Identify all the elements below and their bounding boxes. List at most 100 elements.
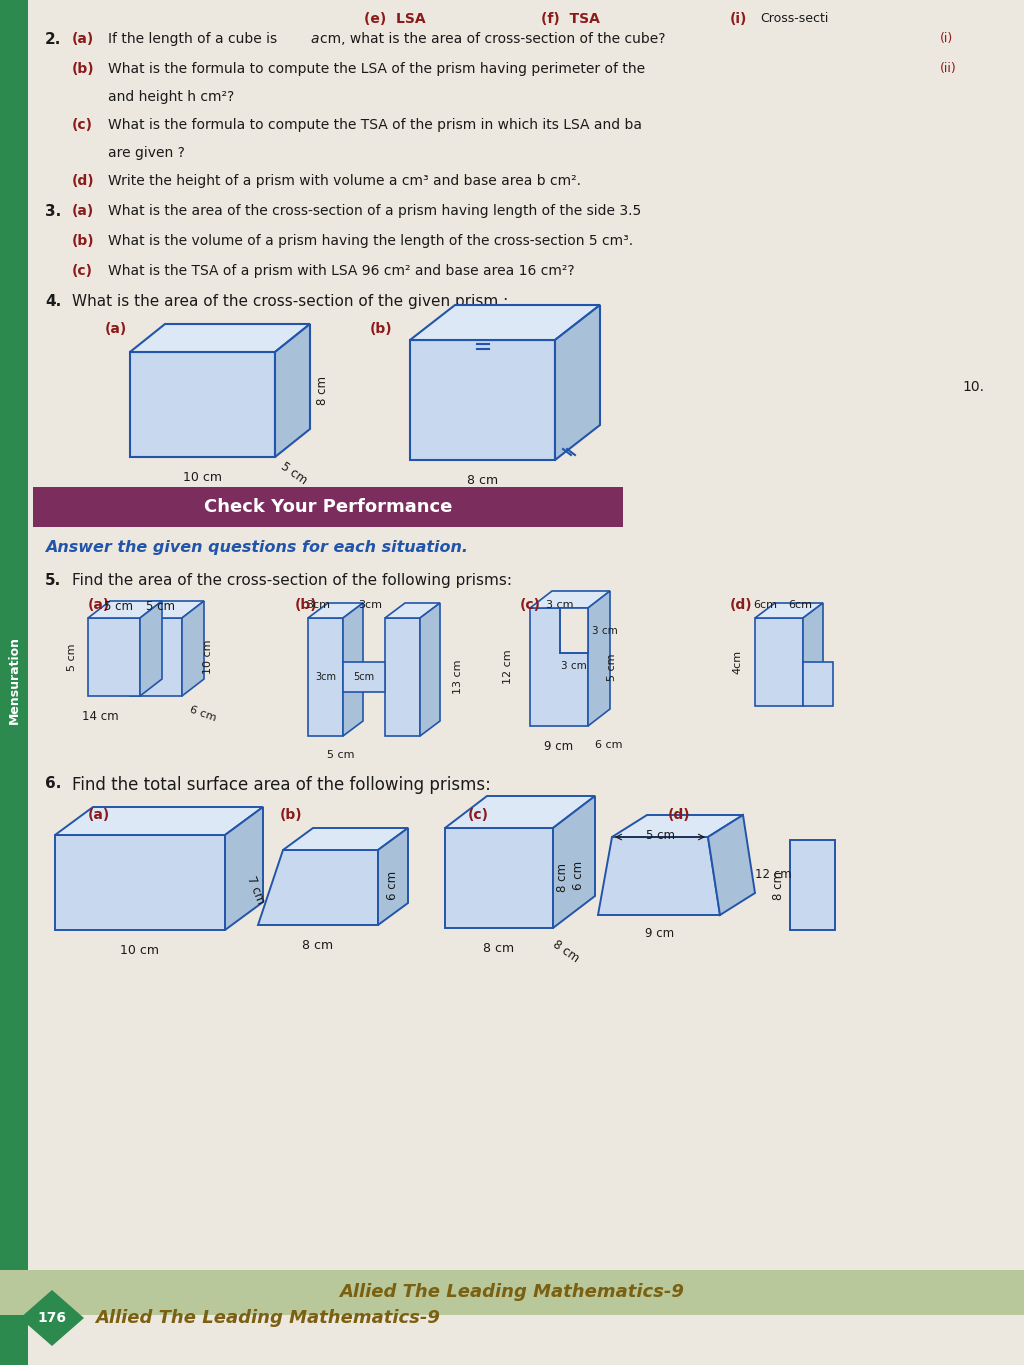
Text: 176: 176	[38, 1310, 67, 1325]
Text: Allied The Leading Mathematics-9: Allied The Leading Mathematics-9	[340, 1283, 684, 1301]
Text: 13 cm: 13 cm	[453, 659, 463, 695]
Text: Allied The Leading Mathematics-9: Allied The Leading Mathematics-9	[95, 1309, 440, 1327]
Text: (i): (i)	[940, 31, 953, 45]
Text: Check Your Performance: Check Your Performance	[204, 498, 453, 516]
Text: 8 cm: 8 cm	[550, 938, 582, 965]
Text: 10.: 10.	[962, 379, 984, 394]
Bar	[0, 1269, 1024, 1314]
Text: 5 cm: 5 cm	[67, 643, 77, 670]
Polygon shape	[275, 324, 310, 457]
Polygon shape	[588, 591, 610, 726]
Text: (d): (d)	[72, 173, 94, 188]
Text: 6 cm: 6 cm	[572, 860, 585, 890]
Polygon shape	[410, 304, 600, 340]
Text: What is the formula to compute the TSA of the prism in which its LSA and ba: What is the formula to compute the TSA o…	[108, 117, 642, 132]
Polygon shape	[385, 603, 440, 618]
Polygon shape	[130, 618, 182, 696]
Text: 6 cm: 6 cm	[595, 740, 623, 749]
Text: If the length of a cube is: If the length of a cube is	[108, 31, 278, 46]
Text: a: a	[310, 31, 318, 46]
Text: 4.: 4.	[45, 293, 61, 308]
Text: 8 cm: 8 cm	[467, 474, 498, 487]
Polygon shape	[708, 815, 755, 915]
Text: 5cm: 5cm	[353, 672, 375, 682]
Text: 9 cm: 9 cm	[545, 740, 573, 753]
Polygon shape	[88, 618, 140, 696]
Text: 5 cm: 5 cm	[279, 460, 310, 487]
Polygon shape	[130, 601, 204, 618]
Text: 8 cm: 8 cm	[483, 942, 515, 955]
Text: (i): (i)	[730, 12, 748, 26]
Polygon shape	[755, 603, 823, 618]
Text: and height h cm²?: and height h cm²?	[108, 90, 234, 104]
Polygon shape	[343, 603, 362, 736]
Polygon shape	[88, 601, 162, 618]
Polygon shape	[130, 324, 310, 352]
Text: 8 cm: 8 cm	[771, 871, 784, 900]
Polygon shape	[555, 304, 600, 460]
Polygon shape	[420, 603, 440, 736]
Text: (a): (a)	[105, 322, 127, 336]
Text: What is the area of the cross-section of a prism having length of the side 3.5: What is the area of the cross-section of…	[108, 203, 641, 218]
Text: 5 cm: 5 cm	[607, 654, 617, 681]
Text: are given ?: are given ?	[108, 146, 185, 160]
Text: 6.: 6.	[45, 775, 61, 790]
Text: (c): (c)	[468, 808, 489, 822]
Bar	[33, 487, 623, 527]
Text: 5 cm: 5 cm	[103, 601, 132, 613]
Polygon shape	[258, 850, 378, 925]
Text: (ii): (ii)	[940, 61, 956, 75]
Text: 8 cm: 8 cm	[315, 375, 329, 405]
Polygon shape	[445, 829, 553, 928]
Polygon shape	[225, 807, 263, 930]
Text: 9 cm: 9 cm	[645, 927, 675, 940]
Text: 3cm: 3cm	[358, 601, 382, 610]
Polygon shape	[343, 662, 385, 692]
Text: 14 cm: 14 cm	[82, 710, 119, 723]
Text: (b): (b)	[295, 598, 317, 612]
Text: (b): (b)	[72, 233, 94, 248]
Text: (b): (b)	[72, 61, 94, 76]
Polygon shape	[182, 601, 204, 696]
Text: (a): (a)	[88, 808, 111, 822]
Text: Mensuration: Mensuration	[7, 636, 20, 723]
Text: 10 cm: 10 cm	[203, 640, 213, 674]
Text: 7 cm: 7 cm	[245, 874, 267, 906]
Text: (c): (c)	[72, 117, 93, 132]
Polygon shape	[55, 807, 263, 835]
Text: (d): (d)	[668, 808, 690, 822]
Text: 5 cm: 5 cm	[145, 601, 174, 613]
Polygon shape	[55, 835, 225, 930]
Text: 10 cm: 10 cm	[121, 945, 160, 957]
Text: 6cm: 6cm	[788, 601, 812, 610]
Text: cm, what is the area of cross-section of the cube?: cm, what is the area of cross-section of…	[319, 31, 666, 46]
Text: (b): (b)	[280, 808, 303, 822]
Text: Find the total surface area of the following prisms:: Find the total surface area of the follo…	[72, 775, 490, 794]
Text: (a): (a)	[72, 203, 94, 218]
Polygon shape	[20, 1290, 84, 1346]
Text: 5 cm: 5 cm	[327, 749, 354, 760]
Text: What is the volume of a prism having the length of the cross-section 5 cm³.: What is the volume of a prism having the…	[108, 233, 633, 248]
Text: 12 cm: 12 cm	[503, 650, 513, 684]
Polygon shape	[130, 352, 275, 457]
Polygon shape	[283, 829, 408, 850]
Text: What is the formula to compute the LSA of the prism having perimeter of the: What is the formula to compute the LSA o…	[108, 61, 645, 76]
Polygon shape	[790, 839, 835, 930]
Polygon shape	[560, 607, 588, 652]
Text: Cross-secti: Cross-secti	[760, 12, 828, 25]
Polygon shape	[410, 340, 555, 460]
Text: 12 cm: 12 cm	[755, 868, 792, 882]
Text: 6cm: 6cm	[753, 601, 777, 610]
Text: 10 cm: 10 cm	[183, 471, 222, 485]
Text: 8 cm: 8 cm	[556, 864, 569, 893]
Text: 3 cm: 3 cm	[561, 661, 587, 672]
Polygon shape	[553, 796, 595, 928]
Text: 8 cm: 8 cm	[302, 939, 334, 951]
Polygon shape	[445, 796, 595, 829]
Text: (a): (a)	[72, 31, 94, 46]
Polygon shape	[598, 837, 720, 915]
Text: (b): (b)	[370, 322, 392, 336]
Bar	[0, 0, 28, 1365]
Text: 6 cm: 6 cm	[386, 871, 399, 900]
Polygon shape	[612, 815, 743, 837]
